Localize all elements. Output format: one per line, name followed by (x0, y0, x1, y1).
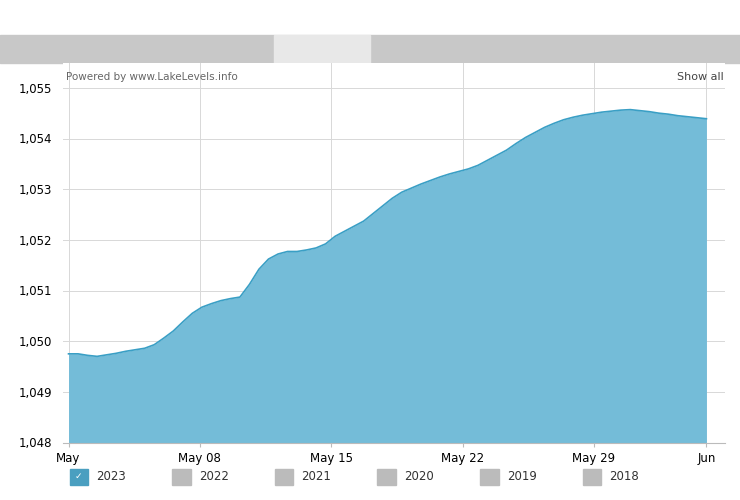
Text: Show all: Show all (677, 72, 724, 82)
Text: 2019: 2019 (507, 470, 536, 483)
Bar (583, 469, 602, 484)
Bar (377, 469, 396, 484)
Text: ✓: ✓ (75, 472, 83, 481)
Bar (172, 469, 191, 484)
Text: Powered by www.LakeLevels.info: Powered by www.LakeLevels.info (66, 72, 238, 82)
Text: 2021: 2021 (301, 470, 332, 483)
Bar (70, 469, 88, 484)
Text: 2020: 2020 (404, 470, 434, 483)
Bar (480, 469, 499, 484)
Text: 2022: 2022 (198, 470, 229, 483)
Text: 2023: 2023 (96, 470, 126, 483)
Text: 2018: 2018 (609, 470, 639, 483)
Bar (274, 35, 370, 62)
Bar (275, 469, 293, 484)
